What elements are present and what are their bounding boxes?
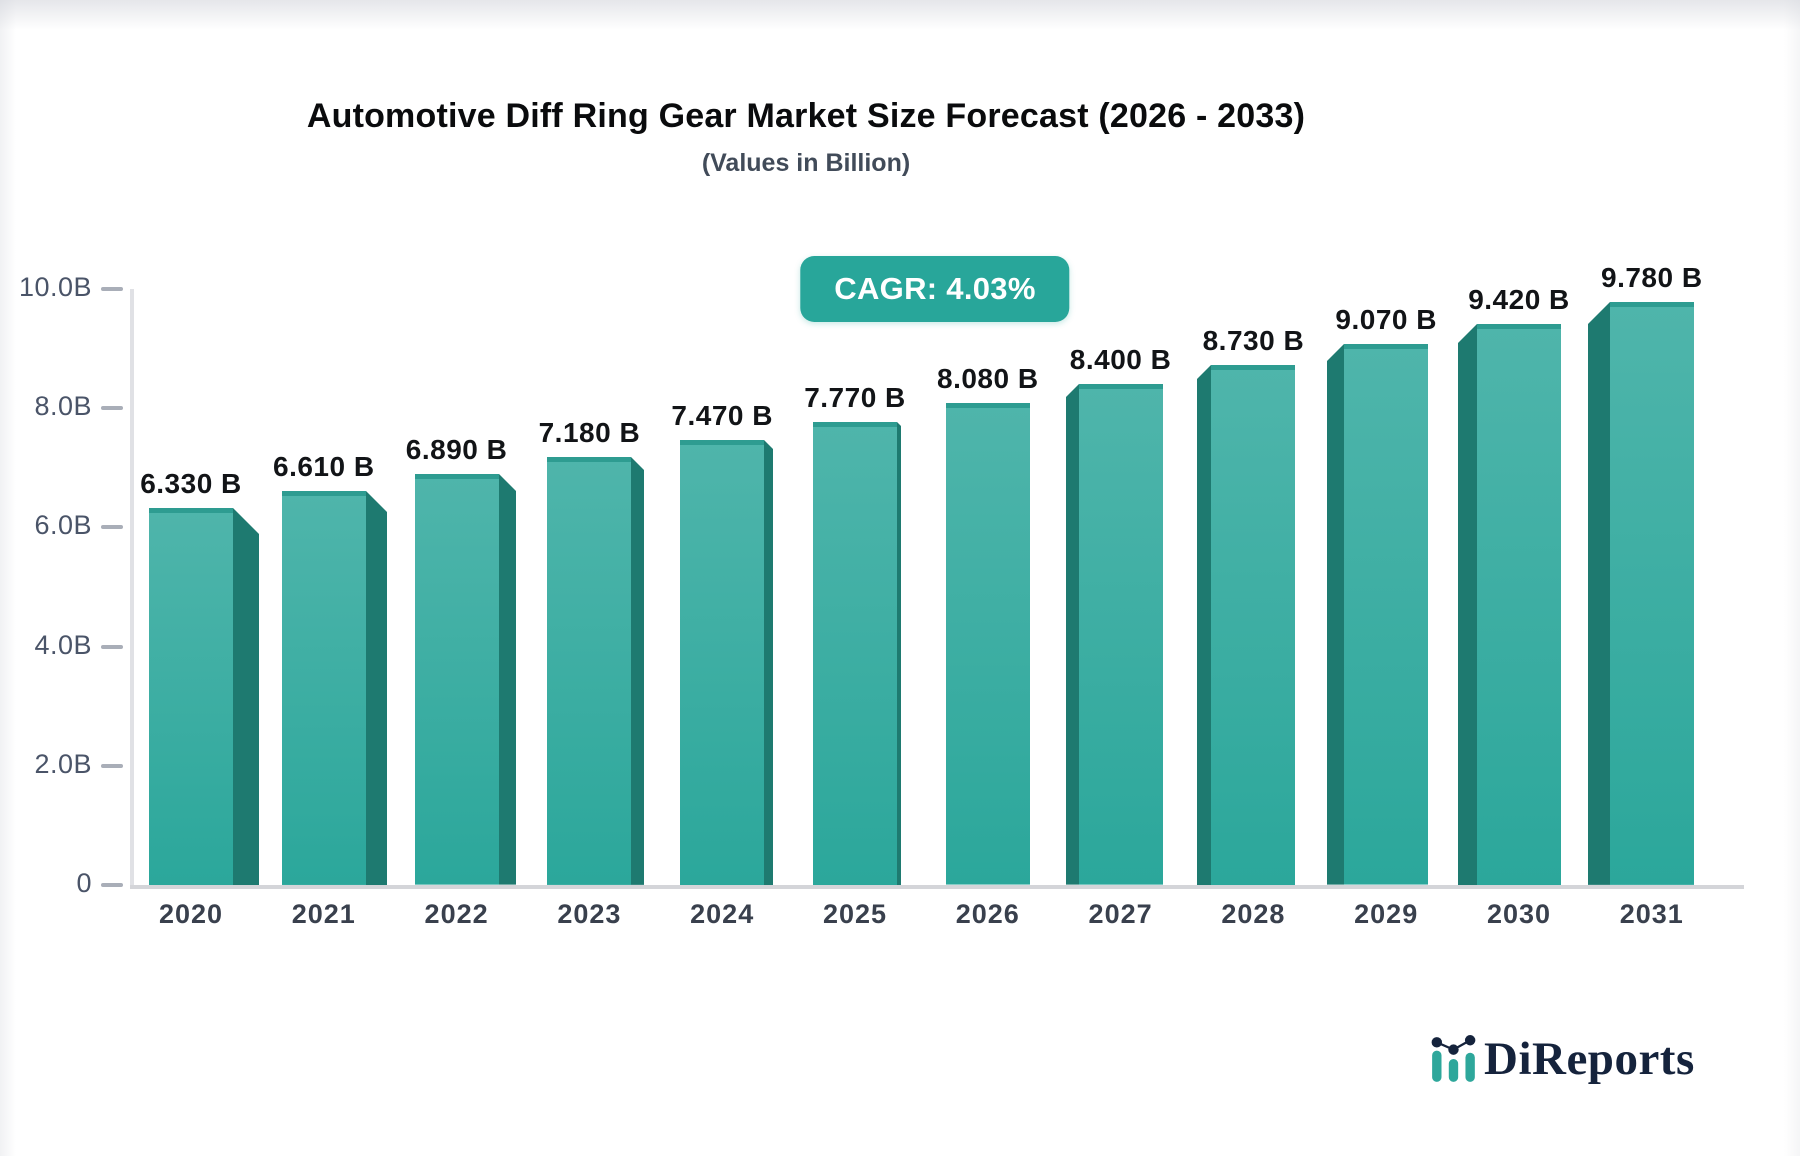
page-title: Automotive Diff Ring Gear Market Size Fo… [306,97,1306,135]
x-axis-baseline [130,885,1744,889]
y-axis-tick-label: 6.0B [34,510,92,541]
x-axis-label: 2029 [1354,899,1419,929]
bar [149,507,259,885]
page-subtitle: (Values in Billion) [701,149,911,177]
bar-value-label: 7.180 B [538,417,641,449]
y-axis-tick-mark [101,406,123,411]
bar-value-label: 9.070 B [1335,304,1437,336]
y-axis-tick-mark [101,644,123,649]
x-axis-label: 2022 [424,899,489,929]
y-axis-tick-label: 10.0B [18,272,92,302]
y-axis-tick-mark [101,763,123,768]
bar [414,474,516,885]
x-axis-label: 2031 [1619,899,1684,929]
bar [945,403,1030,885]
bar [281,491,387,885]
bar-value-label: 6.330 B [140,467,242,499]
bar [1197,364,1296,885]
y-axis-tick-label: 2.0B [34,748,92,779]
y-axis-tick-mark [101,287,123,291]
y-axis-line [130,289,134,887]
bar-value-label: 6.610 B [273,451,375,483]
logo-text: DiReports [1484,1033,1695,1085]
y-axis-tick-mark [101,525,123,530]
x-axis-label: 2023 [557,899,622,929]
bar [1327,344,1429,885]
y-axis-tick-label: 4.0B [34,629,92,660]
bar [1065,384,1163,885]
bar [1587,302,1694,885]
bar-value-label: 6.890 B [405,434,508,466]
bar [813,421,901,885]
bar [1458,323,1561,885]
x-axis-label: 2026 [955,899,1020,929]
bar-value-label: 8.080 B [937,363,1039,395]
bar [547,457,645,885]
bar-value-label: 9.780 B [1601,262,1703,294]
y-axis-tick-mark [101,883,123,887]
x-axis-label: 2024 [690,899,755,929]
y-axis-tick-label: 8.0B [34,391,92,422]
bar [680,439,774,885]
x-axis-label: 2025 [822,899,888,929]
bar-value-label: 9.420 B [1468,283,1570,315]
x-axis-label: 2030 [1486,899,1552,929]
logo: DiReports [1430,1034,1695,1084]
x-axis-label: 2028 [1221,899,1286,929]
bar-value-label: 7.770 B [804,381,906,413]
mini-bar-chart-icon [1431,1035,1476,1082]
bar-value-label: 8.730 B [1202,324,1305,356]
bar-value-label: 8.400 B [1069,344,1172,376]
x-axis-label: 2020 [158,899,224,929]
x-axis-label: 2021 [291,899,356,929]
y-axis-tick-label: 0 [76,868,92,898]
x-axis-label: 2027 [1088,899,1153,929]
bar-value-label: 7.470 B [671,399,773,431]
cagr-badge: CAGR: 4.03% [800,256,1070,322]
